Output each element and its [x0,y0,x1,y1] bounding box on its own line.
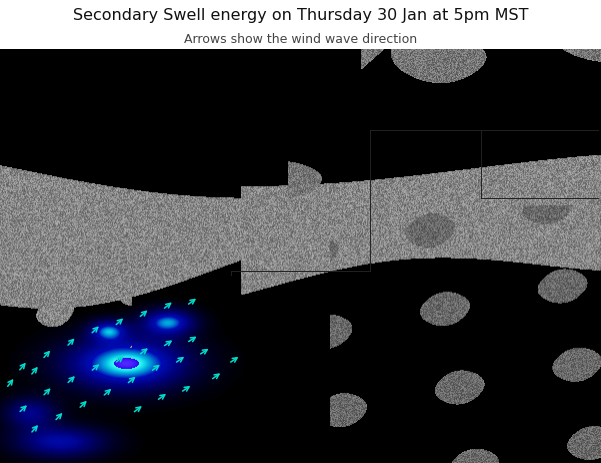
Text: Secondary Swell energy on Thursday 30 Jan at 5pm MST: Secondary Swell energy on Thursday 30 Ja… [73,7,528,23]
Text: Arrows show the wind wave direction: Arrows show the wind wave direction [184,32,417,45]
